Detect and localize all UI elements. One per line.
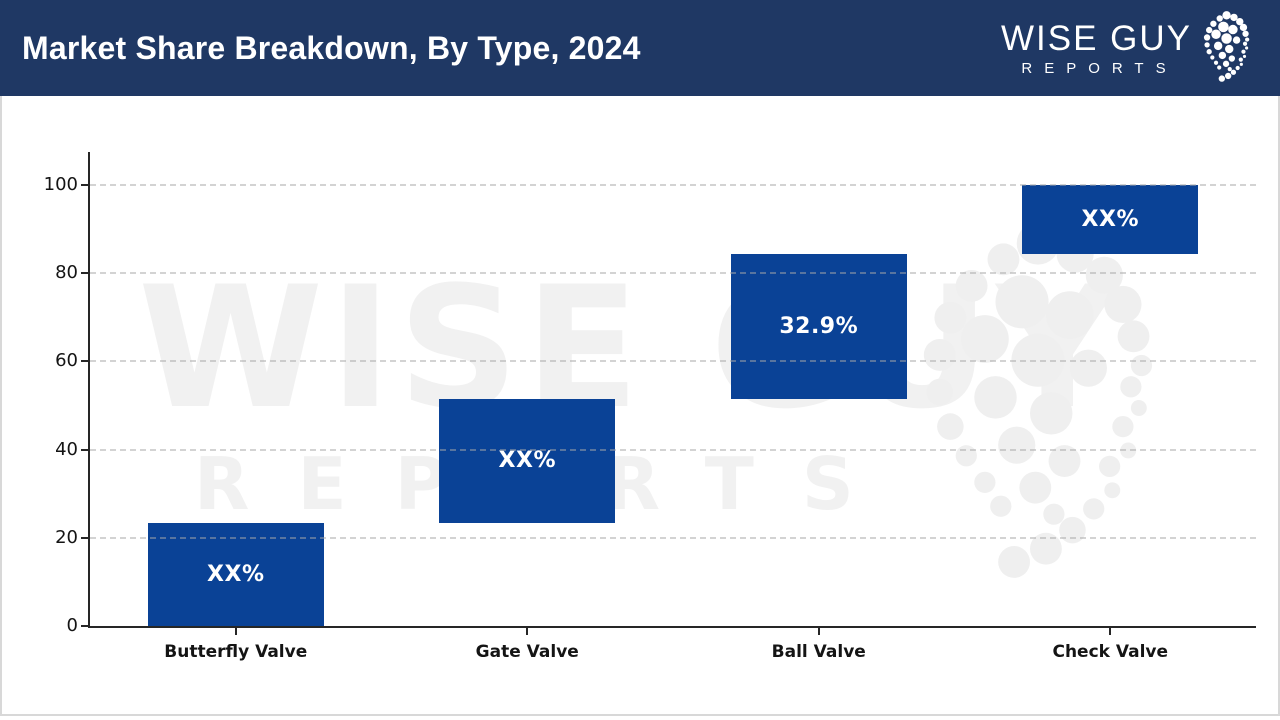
gridline <box>90 360 1256 363</box>
y-tick-label: 40 <box>55 438 78 460</box>
y-tick-mark <box>81 536 88 539</box>
x-tick-label: Gate Valve <box>475 642 579 662</box>
y-tick-label: 20 <box>55 526 78 548</box>
y-tick-mark <box>81 625 88 627</box>
header: Market Share Breakdown, By Type, 2024 WI… <box>0 0 1280 96</box>
wiseguy-logo: WISE GUY REPORTS <box>1001 11 1254 85</box>
x-tick-label: Butterfly Valve <box>164 642 308 662</box>
x-tick-mark <box>1109 628 1112 635</box>
x-axis-line <box>88 626 1256 628</box>
logo-text: WISE GUY REPORTS <box>1001 21 1192 76</box>
y-axis-line <box>88 152 90 628</box>
watermark-wordmark: WISE GUY <box>138 250 1125 446</box>
waterfall-bar: XX% <box>147 522 324 626</box>
x-tick-label: Ball Valve <box>771 642 866 662</box>
y-tick-label: 100 <box>43 174 78 195</box>
x-tick-mark <box>817 628 820 635</box>
bar-value-label: 32.9% <box>779 313 859 339</box>
x-tick-mark <box>234 628 237 635</box>
gridline <box>90 536 1256 539</box>
logo-wordmark: WISE GUY <box>1000 18 1192 58</box>
y-tick-label: 0 <box>66 615 78 636</box>
bar-value-label: XX% <box>498 448 556 474</box>
gridline <box>90 448 1256 451</box>
bar-value-label: XX% <box>207 561 265 587</box>
x-tick-label: Check Valve <box>1052 642 1169 662</box>
waterfall-plot: XX% Butterfly Valve XX% Gate Valve 32.9% Ball… <box>2 96 1278 714</box>
y-tick-mark <box>81 272 88 275</box>
chart-area: WISE GUY REPORTS XX%Butterfly ValveXX%Ga… <box>0 96 1280 716</box>
gridline <box>90 184 1256 186</box>
page-title: Market Share Breakdown, By Type, 2024 <box>22 29 641 66</box>
waterfall-bar: 32.9% <box>730 253 907 399</box>
x-tick-mark <box>526 628 529 635</box>
y-tick-mark <box>81 184 88 186</box>
y-tick-mark <box>81 448 88 451</box>
waterfall-bar: XX% <box>1022 185 1199 254</box>
y-tick-label: 80 <box>55 262 78 284</box>
watermark-head-icon <box>923 222 1153 578</box>
logo-subtext: REPORTS <box>1021 59 1178 77</box>
y-tick-mark <box>81 360 88 363</box>
gridline <box>90 272 1256 275</box>
bar-value-label: XX% <box>1081 206 1139 232</box>
wiseguy-head-icon <box>1203 11 1250 82</box>
waterfall-bar: XX% <box>439 398 616 523</box>
y-tick-label: 60 <box>55 350 78 372</box>
